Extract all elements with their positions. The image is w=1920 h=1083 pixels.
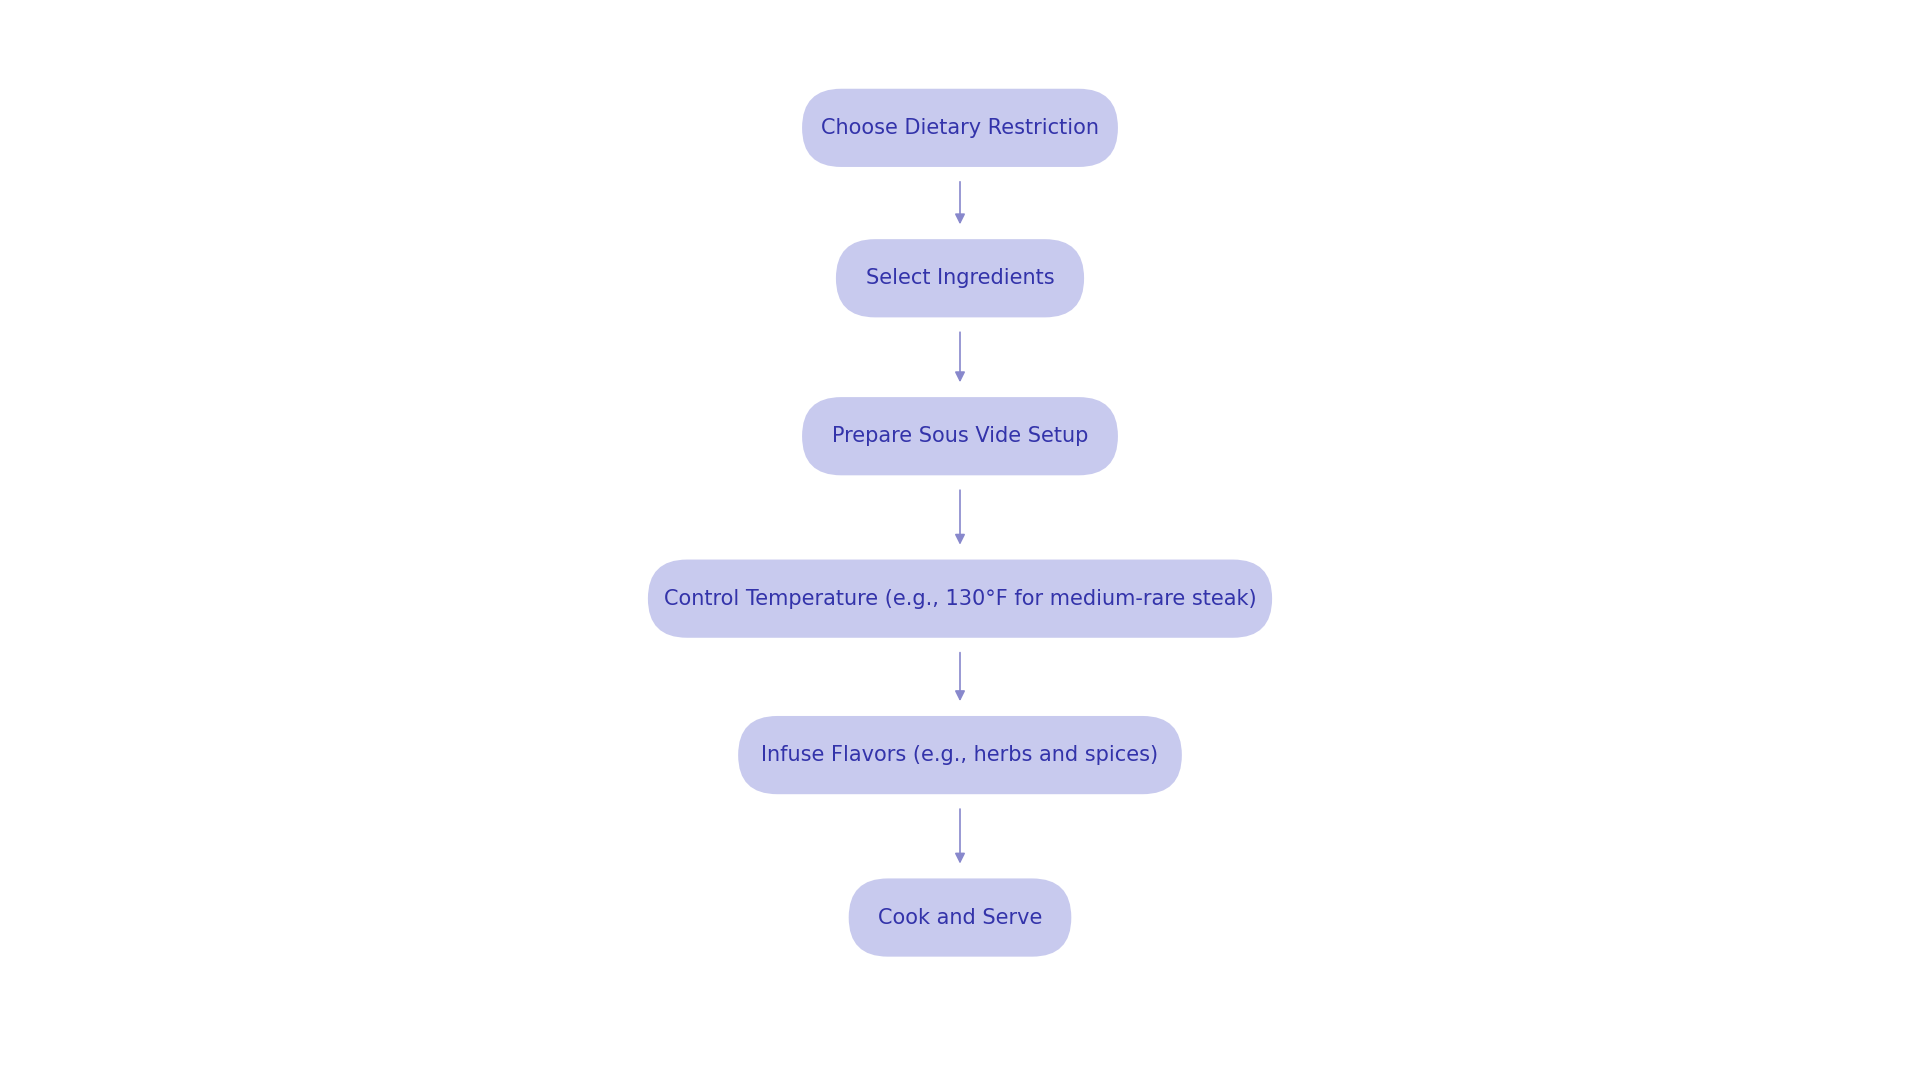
- Text: Select Ingredients: Select Ingredients: [866, 269, 1054, 288]
- FancyBboxPatch shape: [737, 716, 1183, 794]
- Text: Prepare Sous Vide Setup: Prepare Sous Vide Setup: [831, 427, 1089, 446]
- FancyBboxPatch shape: [803, 89, 1117, 167]
- Text: Cook and Serve: Cook and Serve: [877, 908, 1043, 927]
- FancyBboxPatch shape: [849, 878, 1071, 956]
- FancyBboxPatch shape: [835, 239, 1085, 317]
- Text: Choose Dietary Restriction: Choose Dietary Restriction: [822, 118, 1098, 138]
- FancyBboxPatch shape: [647, 560, 1273, 638]
- Text: Infuse Flavors (e.g., herbs and spices): Infuse Flavors (e.g., herbs and spices): [762, 745, 1158, 765]
- Text: Control Temperature (e.g., 130°F for medium-rare steak): Control Temperature (e.g., 130°F for med…: [664, 589, 1256, 609]
- FancyBboxPatch shape: [803, 397, 1117, 475]
